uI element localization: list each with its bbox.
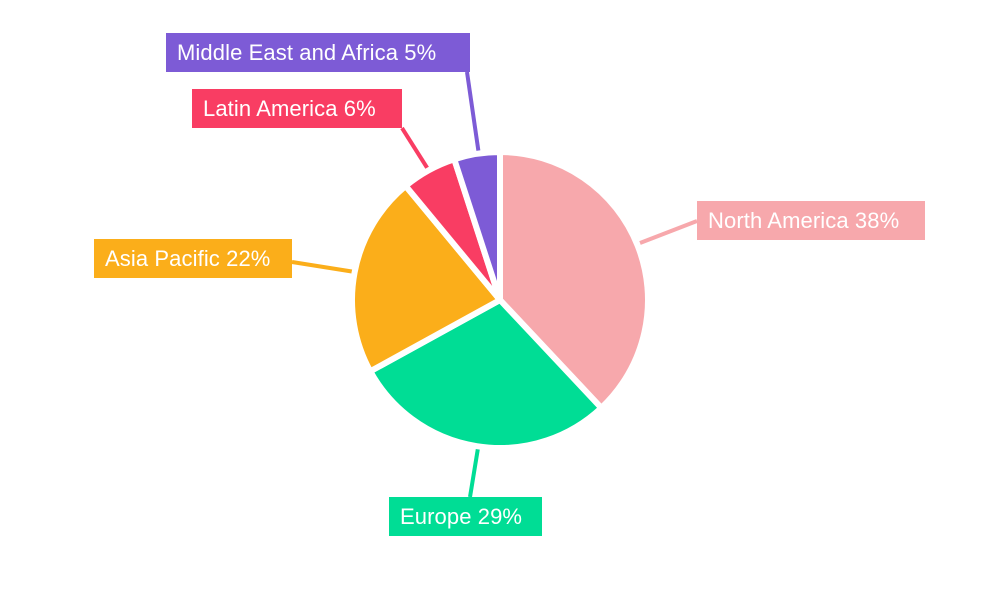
slice-label-europe[interactable]: Europe 29% [389, 497, 542, 536]
slice-label-asia-pacific[interactable]: Asia Pacific 22% [94, 239, 292, 278]
pie-slice-asia-pacific[interactable] [349, 182, 503, 375]
leader-line-north-america [639, 219, 698, 245]
slice-label-middle-east-and-africa[interactable]: Middle East and Africa 5% [166, 33, 470, 72]
pie-slice-europe[interactable] [367, 297, 605, 451]
leader-line-asia-pacific [291, 260, 356, 274]
slice-label-north-america[interactable]: North America 38% [697, 201, 925, 240]
leader-line-middle-east-and-africa [465, 71, 481, 156]
pie-wedges-group [349, 149, 651, 451]
pie-slice-north-america[interactable] [497, 149, 651, 411]
slice-label-latin-america[interactable]: Latin America 6% [192, 89, 402, 128]
leader-line-europe [468, 447, 480, 498]
pie-slice-middle-east-and-africa[interactable] [451, 149, 503, 303]
